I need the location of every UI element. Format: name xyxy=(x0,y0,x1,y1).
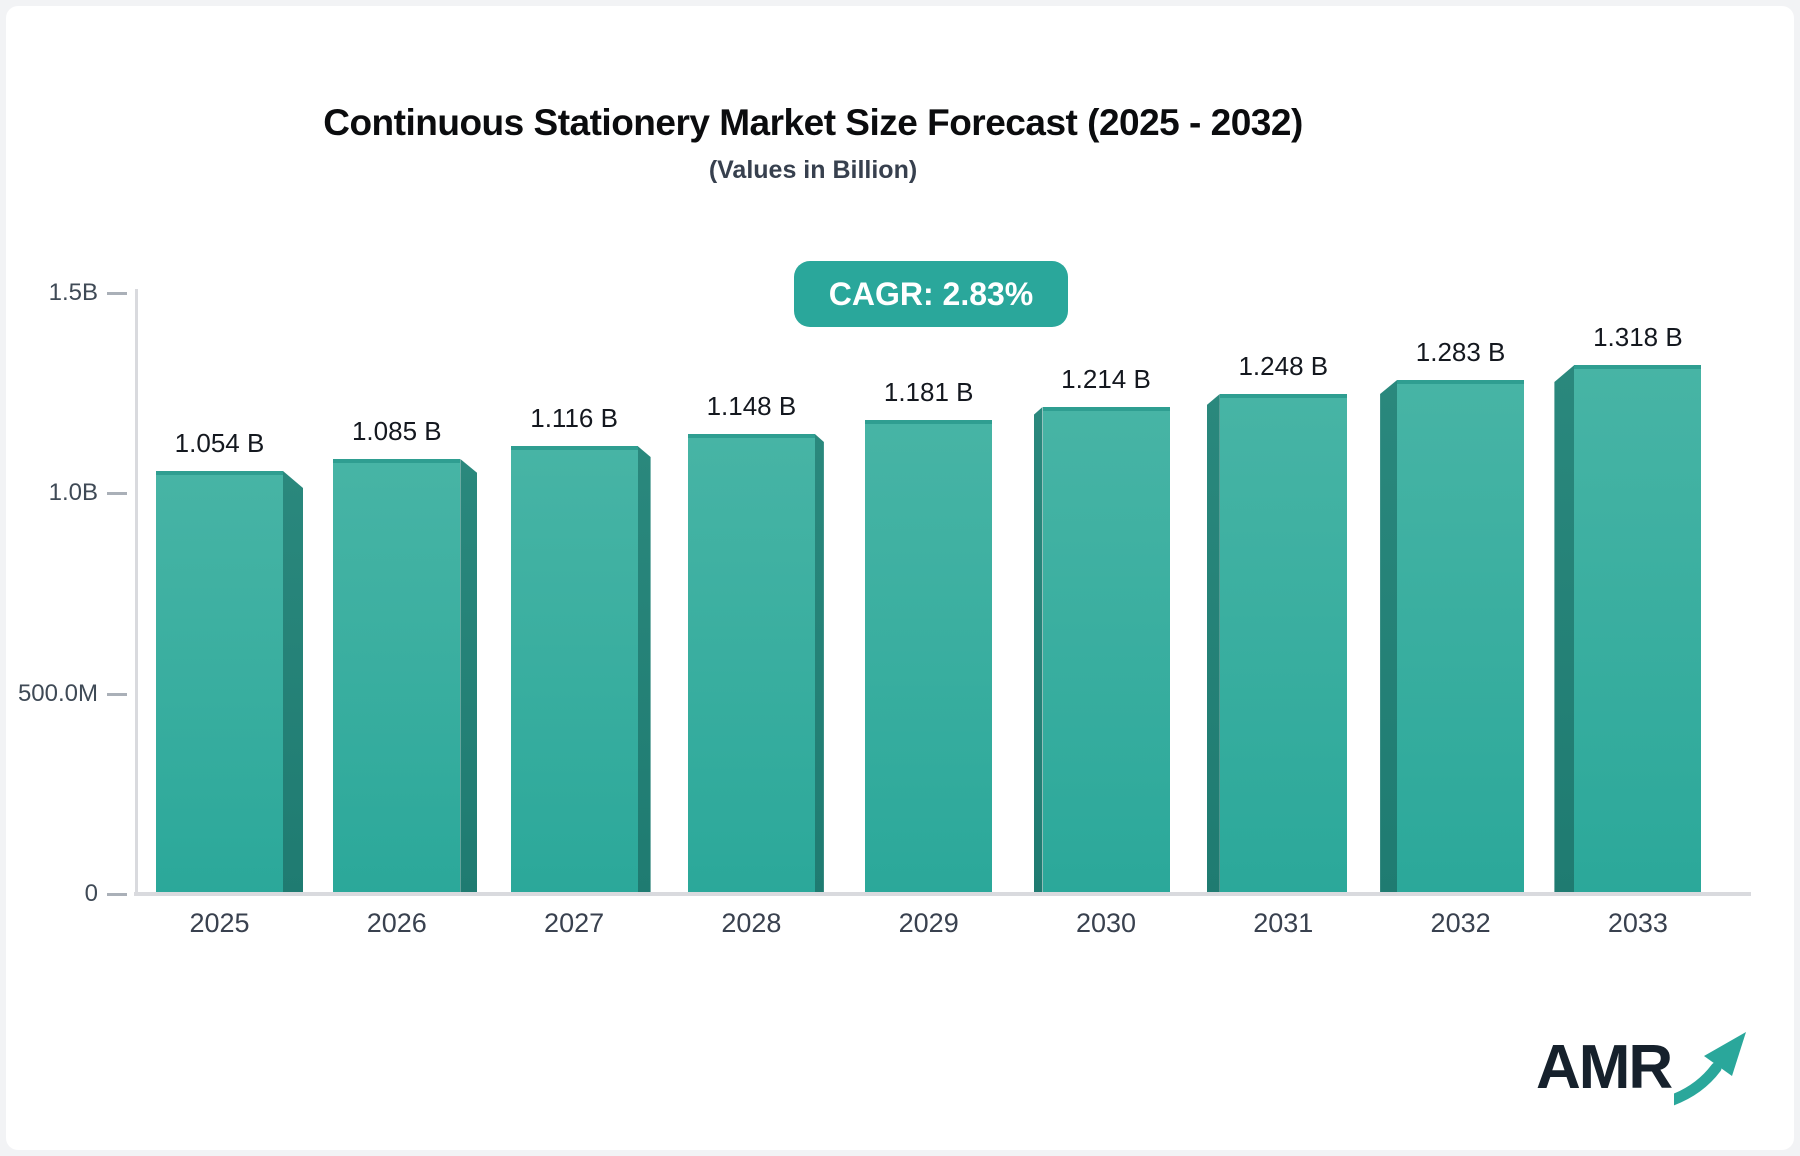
bar xyxy=(333,459,461,893)
x-axis-year-label: 2029 xyxy=(898,908,959,938)
y-axis-tick xyxy=(107,893,127,896)
bar-3d-side xyxy=(1206,394,1220,893)
y-axis-tick-label: 1.5B xyxy=(48,278,98,306)
bar-3d-side xyxy=(814,434,824,893)
bar xyxy=(1574,365,1702,893)
x-axis-year-label: 2030 xyxy=(1075,908,1137,938)
bar xyxy=(1219,394,1347,893)
x-axis-baseline xyxy=(134,892,1751,896)
x-axis-year-label: 2033 xyxy=(1607,908,1668,938)
bar-value-label: 1.116 B xyxy=(530,403,618,433)
x-axis-year-label: 2032 xyxy=(1430,908,1491,938)
bar xyxy=(865,420,993,893)
x-axis-year-label: 2026 xyxy=(366,908,427,938)
bar xyxy=(1397,380,1525,893)
x-axis-year-label: 2025 xyxy=(189,908,250,938)
bar-value-label: 1.148 B xyxy=(706,391,797,421)
bar-3d-side xyxy=(1380,380,1398,893)
y-axis-line xyxy=(135,288,138,894)
bar-value-label: 1.054 B xyxy=(174,428,265,458)
bar-3d-side xyxy=(283,471,303,893)
growth-arrow-icon xyxy=(1674,1032,1746,1106)
bar-value-label: 1.283 B xyxy=(1415,337,1506,367)
bar-value-label: 1.181 B xyxy=(883,377,974,407)
amr-logo-text: AMR xyxy=(1536,1033,1673,1102)
bar-value-label: 1.318 B xyxy=(1593,322,1683,352)
y-axis-tick xyxy=(107,291,127,295)
y-axis-tick xyxy=(107,692,127,696)
bar-3d-side xyxy=(1033,407,1043,893)
bar xyxy=(687,434,815,893)
y-axis-tick xyxy=(107,492,127,495)
cagr-badge-label: CAGR: 2.83% xyxy=(828,275,1034,312)
bar-3d-side xyxy=(637,446,651,893)
x-axis-year-label: 2028 xyxy=(721,908,782,938)
amr-logo: AMR xyxy=(1536,1024,1746,1116)
x-axis-year-label: 2031 xyxy=(1253,908,1314,938)
bar xyxy=(1042,407,1170,893)
chart-title: Continuous Stationery Market Size Foreca… xyxy=(323,102,1303,143)
bar xyxy=(156,471,283,893)
bar xyxy=(510,446,638,893)
y-axis-tick-label: 1.0B xyxy=(48,479,98,506)
bar-value-label: 1.248 B xyxy=(1238,351,1329,381)
x-axis-year-label: 2027 xyxy=(544,908,605,938)
y-axis-tick-label: 500.0M xyxy=(17,679,98,707)
bar-3d-side xyxy=(1554,365,1575,893)
bar-value-label: 1.214 B xyxy=(1061,364,1151,394)
y-axis-tick-label: 0 xyxy=(84,880,98,907)
chart-card: Continuous Stationery Market Size Foreca… xyxy=(6,6,1794,1150)
bar-value-label: 1.085 B xyxy=(351,416,442,446)
bar-3d-side xyxy=(460,459,478,893)
chart-subtitle: (Values in Billion) xyxy=(708,156,918,184)
cagr-badge: CAGR: 2.83% xyxy=(794,261,1068,327)
